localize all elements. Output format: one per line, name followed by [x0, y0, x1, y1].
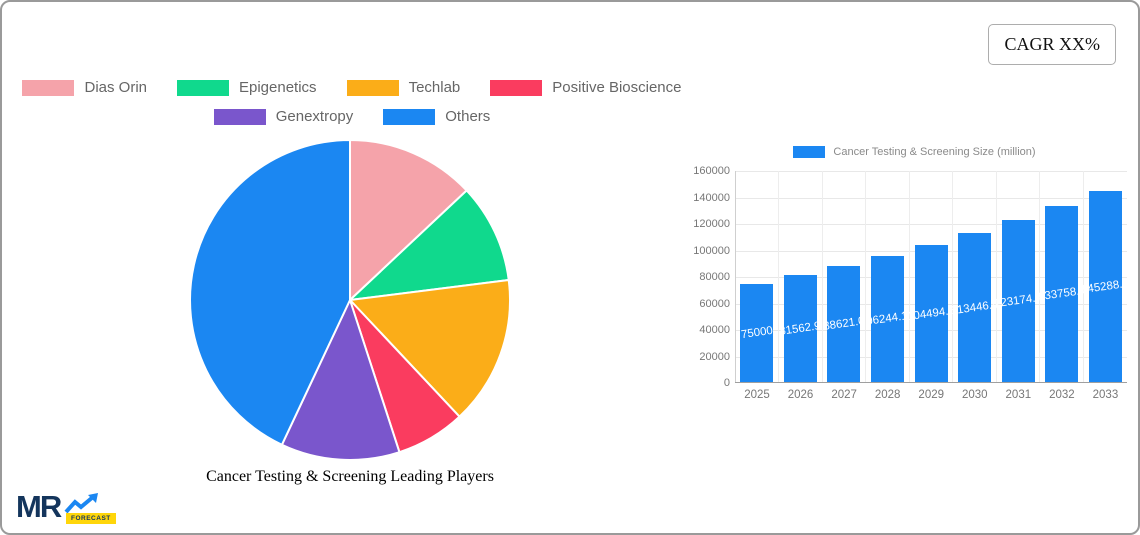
gridline-horizontal	[735, 197, 1127, 199]
y-axis-tick: 160000	[693, 165, 730, 177]
x-axis-label: 2032	[1049, 389, 1075, 401]
pie-svg	[189, 139, 512, 461]
gridline-vertical	[1039, 171, 1041, 383]
bar-value-label: 81562.9	[778, 320, 822, 338]
logo-forecast-tag: FORECAST	[66, 513, 116, 524]
y-axis-tick: 60000	[699, 297, 730, 310]
bar-2026: 81562.9	[779, 274, 822, 383]
trend-arrow-icon	[64, 493, 98, 514]
legend-swatch	[346, 79, 399, 96]
pie-chart	[188, 138, 512, 462]
bar-value-label: 123174.4	[993, 292, 1043, 311]
pie-slice-others	[189, 139, 351, 446]
legend-label: Epigenetics	[239, 79, 317, 96]
gridline-horizontal	[735, 171, 1127, 172]
x-axis-label: 2026	[787, 389, 814, 401]
y-axis-tick: 0	[723, 377, 730, 389]
x-axis-label: 2029	[918, 389, 945, 401]
pie-slice-epigenetics	[349, 189, 510, 301]
x-axis-label: 2025	[744, 389, 770, 401]
y-axis-tick: 100000	[693, 244, 730, 257]
bar-chart: Cancer Testing & Screening Size (million…	[692, 144, 1137, 424]
y-axis-line	[735, 171, 736, 383]
bar-legend-item[interactable]: Cancer Testing & Screening Size (million…	[692, 146, 1137, 158]
bar-value-label: 96244.1	[866, 310, 909, 329]
gridline-vertical	[821, 171, 823, 383]
gridline-vertical	[778, 171, 780, 383]
bar-legend-swatch	[793, 146, 826, 158]
legend-item-dias-orin[interactable]: Dias Orin	[22, 79, 147, 96]
bar-value-label: 113446.4	[950, 298, 999, 318]
x-axis-label: 2028	[874, 389, 901, 401]
y-axis-tick: 120000	[693, 218, 730, 230]
gridline-vertical	[865, 171, 867, 383]
x-axis-line	[735, 382, 1127, 383]
legend-label: Techlab	[408, 79, 461, 96]
brand-logo: MR FORECAST	[16, 489, 126, 529]
legend-item-techlab[interactable]: Techlab	[346, 79, 461, 96]
x-axis-label: 2033	[1092, 389, 1119, 401]
bar-value-label: 75000	[740, 325, 774, 342]
gridline-vertical	[995, 171, 997, 383]
legend-swatch	[22, 79, 75, 96]
legend-swatch	[490, 79, 543, 96]
legend-item-others[interactable]: Others	[383, 108, 490, 125]
gridline-horizontal	[735, 224, 1127, 225]
bar-2033: 145288.0	[1081, 190, 1127, 383]
pie-slice-genextropy	[280, 299, 401, 461]
legend-item-genextropy[interactable]: Genextropy	[213, 108, 354, 125]
bar-2029: 104494.5	[906, 244, 956, 383]
legend-label: Positive Bioscience	[552, 79, 682, 96]
legend-swatch	[213, 108, 266, 125]
pie-legend-row-2: Genextropy Others	[2, 108, 702, 125]
bar-value-label: 145288.0	[1080, 277, 1127, 296]
y-axis-tick: 140000	[693, 191, 730, 204]
bar-plot-area: 75000 81562.9 88621.0 96244.1 104494.5 113446…	[735, 171, 1127, 383]
cagr-badge: CAGR XX%	[988, 24, 1116, 65]
bar-legend-label: Cancer Testing & Screening Size (million…	[833, 146, 1036, 158]
pie-slice-techlab	[349, 278, 512, 418]
logo-mr-text: MR	[16, 489, 62, 524]
x-axis-label: 2030	[961, 389, 988, 401]
pie-legend-row-1: Dias Orin Epigenetics Techlab Positive Bios…	[2, 79, 702, 96]
legend-item-positive-bioscience[interactable]: Positive Bioscience	[490, 79, 682, 96]
legend-swatch	[177, 79, 229, 96]
bar-2031: 123174.4	[994, 219, 1043, 383]
x-axis-label: 2031	[1005, 389, 1032, 401]
legend-item-epigenetics[interactable]: Epigenetics	[177, 79, 317, 96]
bar-value-label: 133758.4	[1037, 285, 1087, 304]
bar-2030: 113446.4	[950, 232, 999, 383]
bar-2028: 96244.1	[866, 255, 909, 383]
pie-chart-title: Cancer Testing & Screening Leading Playe…	[206, 468, 494, 485]
y-axis-tick: 20000	[699, 350, 730, 363]
legend-swatch	[383, 108, 436, 125]
legend-label: Others	[445, 108, 491, 125]
legend-label: Genextropy	[275, 108, 354, 125]
bar-2025: 75000	[740, 283, 774, 383]
x-axis-label: 2027	[831, 389, 857, 401]
pie-slice-dias-orin	[349, 139, 468, 301]
gridline-vertical	[1082, 171, 1084, 383]
bar-2032: 133758.4	[1037, 205, 1086, 383]
y-axis-tick: 40000	[699, 324, 730, 336]
gridline-vertical	[908, 171, 910, 383]
gridline-vertical	[952, 171, 954, 383]
bar-2027: 88621.0	[822, 265, 865, 383]
legend-label: Dias Orin	[84, 79, 147, 96]
y-axis-tick: 80000	[699, 271, 730, 283]
bar-value-label: 104494.5	[906, 304, 956, 324]
gridline-vertical	[1126, 171, 1127, 383]
bar-value-label: 88621.0	[822, 315, 866, 334]
